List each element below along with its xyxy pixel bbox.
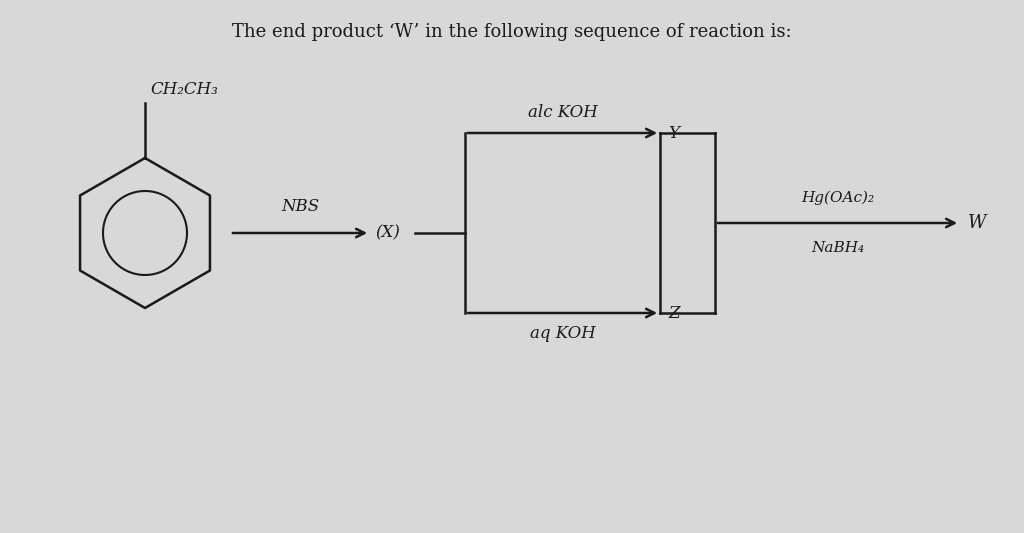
- Text: W: W: [968, 214, 986, 232]
- Text: NBS: NBS: [281, 198, 319, 215]
- Text: Z: Z: [668, 304, 680, 321]
- Text: Hg(OAc)₂: Hg(OAc)₂: [801, 191, 874, 205]
- Text: alc KOH: alc KOH: [527, 104, 597, 121]
- Text: CH₂CH₃: CH₂CH₃: [150, 81, 218, 98]
- Text: NaBH₄: NaBH₄: [811, 241, 864, 255]
- Text: (X): (X): [375, 224, 400, 241]
- Text: Y: Y: [668, 125, 679, 141]
- Text: The end product ‘W’ in the following sequence of reaction is:: The end product ‘W’ in the following seq…: [232, 23, 792, 41]
- Text: aq KOH: aq KOH: [529, 325, 595, 342]
